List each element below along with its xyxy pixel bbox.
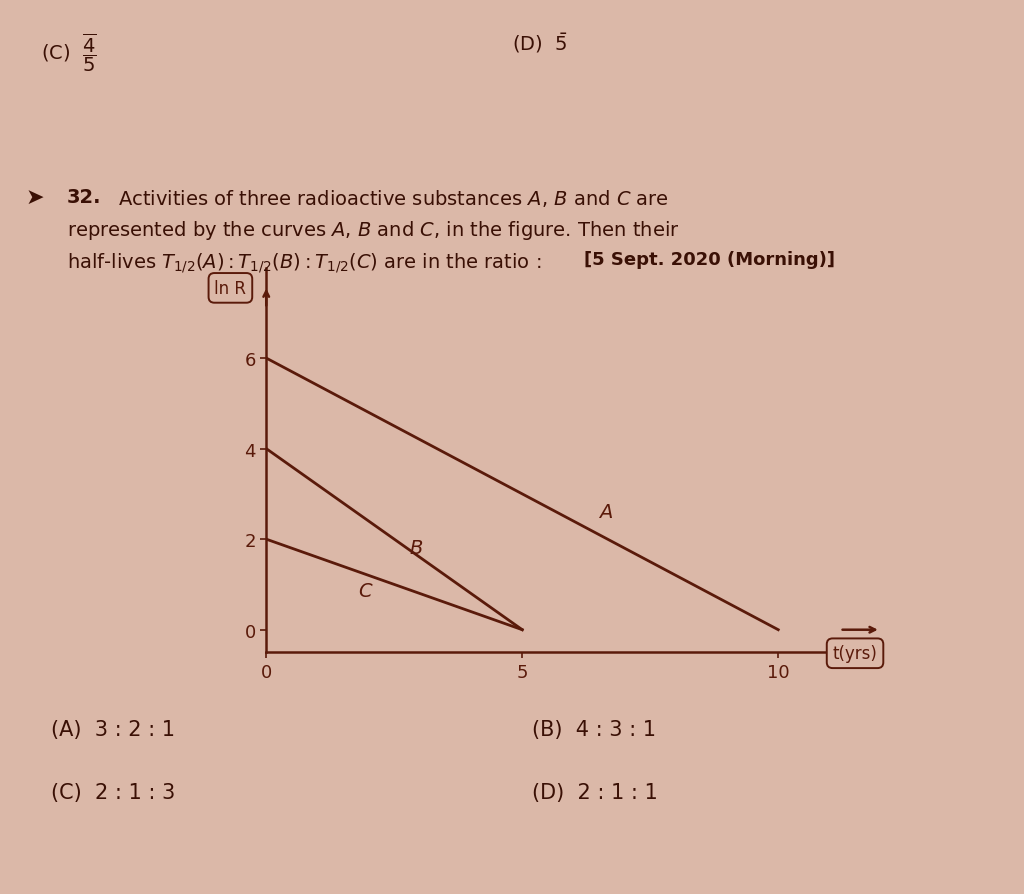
Text: half-lives $T_{1/2}(A):T_{1/2}(B):T_{1/2}(C)$ are in the ratio :: half-lives $T_{1/2}(A):T_{1/2}(B):T_{1/2… <box>67 250 541 274</box>
Text: 32.: 32. <box>67 188 101 207</box>
Text: Activities of three radioactive substances $A$, $B$ and $C$ are: Activities of three radioactive substanc… <box>118 188 669 208</box>
Text: B: B <box>410 538 423 557</box>
Text: t(yrs): t(yrs) <box>833 645 878 662</box>
Text: C: C <box>358 581 372 600</box>
Text: [5 Sept. 2020 (Morning)]: [5 Sept. 2020 (Morning)] <box>584 250 835 268</box>
Text: (B)  4 : 3 : 1: (B) 4 : 3 : 1 <box>532 720 656 739</box>
Text: ➤: ➤ <box>26 188 44 207</box>
Text: A: A <box>599 502 612 521</box>
Text: (C)  $\dfrac{\overline{4}}{5}$: (C) $\dfrac{\overline{4}}{5}$ <box>41 31 96 74</box>
Text: (D)  2 : 1 : 1: (D) 2 : 1 : 1 <box>532 782 658 802</box>
Text: (A)  3 : 2 : 1: (A) 3 : 2 : 1 <box>51 720 175 739</box>
Text: ln R: ln R <box>214 280 247 298</box>
Text: (D)  $\bar{5}$: (D) $\bar{5}$ <box>512 31 567 55</box>
Text: (C)  2 : 1 : 3: (C) 2 : 1 : 3 <box>51 782 175 802</box>
Text: represented by the curves $A$, $B$ and $C$, in the figure. Then their: represented by the curves $A$, $B$ and $… <box>67 219 679 242</box>
